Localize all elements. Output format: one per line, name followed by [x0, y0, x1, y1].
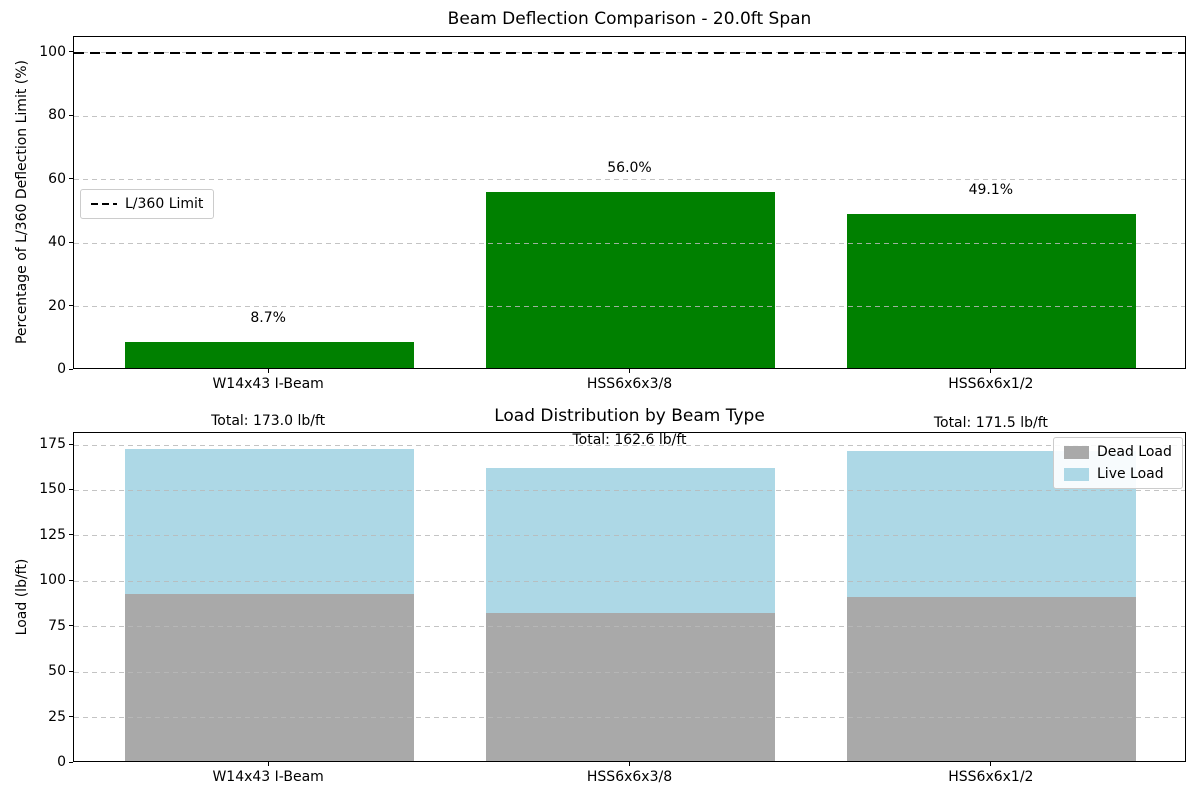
y-tick-label: 125 — [39, 526, 66, 543]
bar-segment-Dead Load-HSS6x6x1/2 — [847, 596, 1137, 761]
bar-segment-Dead Load-W14x43 I-Beam — [124, 594, 414, 761]
bar-W14x43 I-Beam — [124, 342, 414, 368]
x-tick-mark — [267, 762, 269, 766]
x-tick-label: HSS6x6x1/2 — [948, 376, 1034, 392]
gridline-y-40 — [74, 242, 1185, 244]
bar-value-label: 56.0% — [607, 160, 652, 177]
live-load-swatch — [1064, 467, 1089, 481]
y-tick-mark — [69, 761, 73, 763]
bar-value-label: Total: 171.5 lb/ft — [933, 415, 1048, 432]
x-tick-mark — [629, 762, 630, 766]
gridline-y-25 — [74, 717, 1185, 719]
y-tick-label: 50 — [48, 663, 66, 680]
deflection-legend: L/360 Limit — [80, 189, 215, 219]
y-tick-label: 80 — [48, 107, 66, 124]
y-tick-mark — [69, 178, 73, 180]
y-tick-mark — [69, 443, 73, 445]
deflection-chart: Beam Deflection Comparison - 20.0ft Span… — [14, 9, 1186, 392]
x-tick-label: W14x43 I-Beam — [212, 769, 324, 785]
legend-row: Live Load — [1064, 466, 1172, 482]
x-tick-label: HSS6x6x3/8 — [586, 376, 673, 392]
x-tick-mark — [990, 762, 992, 766]
x-tick-mark — [990, 369, 992, 373]
gridline-y-150 — [74, 489, 1185, 491]
legend-row: L/360 Limit — [91, 196, 203, 212]
dashed-line-swatch — [91, 203, 117, 205]
bar-segment-Live Load-W14x43 I-Beam — [124, 448, 414, 595]
deflection-chart-title: Beam Deflection Comparison - 20.0ft Span — [447, 9, 812, 29]
x-tick-mark — [267, 369, 269, 373]
y-tick-label: 100 — [39, 572, 66, 589]
gridline-y-100 — [74, 580, 1185, 582]
y-tick-label: 60 — [48, 170, 66, 187]
legend-row: Dead Load — [1064, 444, 1172, 460]
legend-label: Live Load — [1097, 466, 1164, 482]
y-tick-mark — [69, 368, 73, 370]
bar-value-label: Total: 173.0 lb/ft — [211, 412, 326, 429]
y-tick-label: 100 — [39, 43, 66, 60]
y-tick-mark — [69, 51, 73, 53]
y-tick-label: 0 — [57, 361, 66, 377]
bar-HSS6x6x3/8 — [485, 192, 776, 368]
y-tick-label: 150 — [39, 481, 66, 498]
y-tick-mark — [69, 534, 73, 536]
y-tick-mark — [69, 241, 73, 243]
y-tick-label: 25 — [48, 708, 66, 725]
gridline-y-125 — [74, 535, 1185, 537]
y-tick-label: 175 — [39, 436, 66, 453]
load-plot-area — [73, 432, 1186, 762]
x-tick-label: W14x43 I-Beam — [212, 376, 324, 392]
gridline-y-75 — [74, 626, 1185, 628]
bar-value-label: 49.1% — [968, 182, 1014, 199]
gridline-y-80 — [74, 115, 1185, 117]
y-tick-mark — [69, 670, 73, 672]
legend-label: Dead Load — [1097, 444, 1172, 460]
bar-segment-Live Load-HSS6x6x3/8 — [485, 467, 776, 613]
bar-segment-Dead Load-HSS6x6x3/8 — [485, 612, 776, 761]
y-tick-label: 40 — [48, 234, 66, 251]
bar-value-label: 8.7% — [250, 310, 286, 327]
y-tick-mark — [69, 305, 73, 307]
load-legend: Dead Load Live Load — [1053, 437, 1183, 489]
y-tick-mark — [69, 625, 73, 627]
x-tick-label: HSS6x6x1/2 — [948, 769, 1034, 785]
y-tick-mark — [69, 114, 73, 116]
gridline-y-60 — [74, 179, 1185, 181]
gridline-y-20 — [74, 306, 1185, 308]
x-tick-label: HSS6x6x3/8 — [586, 769, 673, 785]
deflection-plot-area — [73, 36, 1186, 369]
bar-HSS6x6x1/2 — [847, 214, 1137, 368]
reference-line — [74, 51, 1185, 54]
y-tick-label: 75 — [48, 617, 66, 634]
gridline-y-175 — [74, 444, 1185, 446]
load-chart: Load Distribution by Beam Type Load (lb/… — [0, 400, 1200, 800]
legend-label: L/360 Limit — [125, 196, 204, 212]
y-tick-mark — [69, 579, 73, 581]
y-tick-mark — [69, 716, 73, 718]
load-chart-title: Load Distribution by Beam Type — [494, 406, 765, 426]
y-tick-label: 20 — [48, 297, 66, 314]
x-tick-mark — [629, 369, 630, 373]
bar-value-label: Total: 162.6 lb/ft — [572, 431, 687, 448]
y-tick-label: 0 — [57, 754, 66, 770]
y-tick-mark — [69, 488, 73, 490]
gridline-y-50 — [74, 671, 1185, 673]
dead-load-swatch — [1064, 445, 1089, 459]
